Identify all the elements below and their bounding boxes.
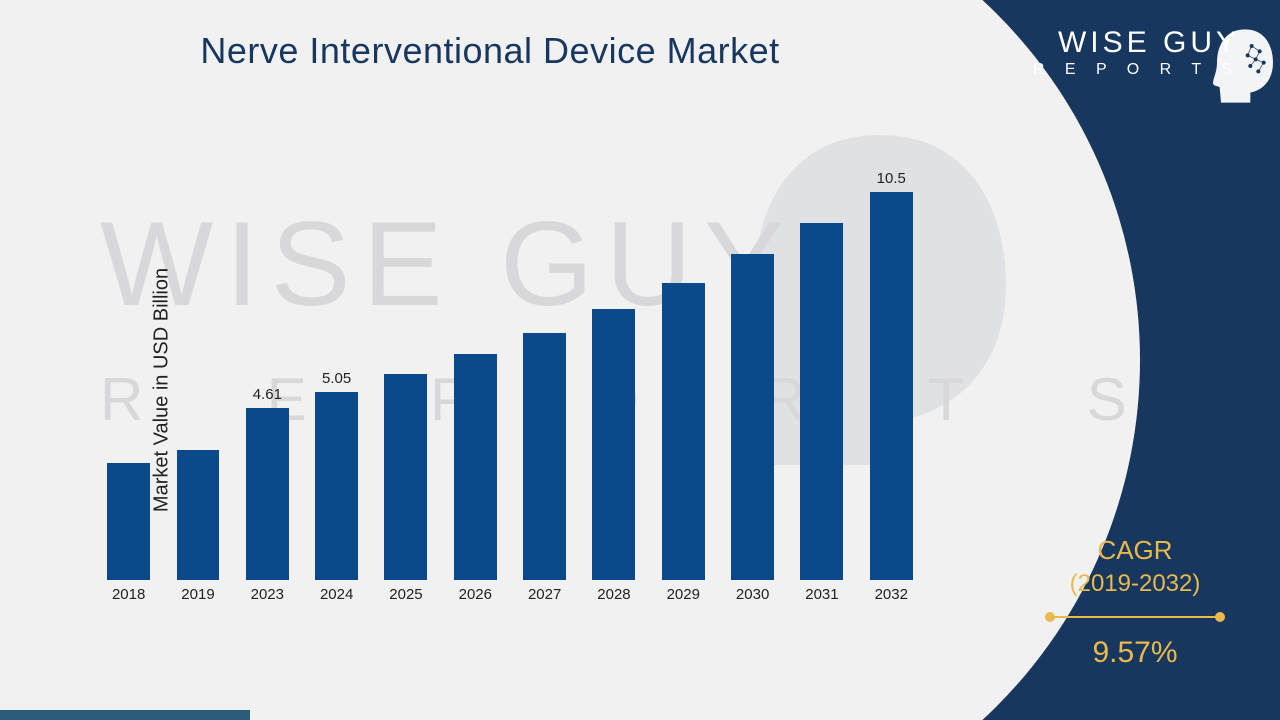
x-tick-label: 2031 (787, 580, 856, 610)
bar (384, 374, 427, 580)
logo-line2: R E P O R T S (1033, 62, 1240, 78)
bar (592, 309, 635, 580)
bar (662, 283, 705, 580)
bar (107, 463, 150, 580)
bar-column (510, 170, 579, 580)
bar-column: 10.5 (857, 170, 926, 580)
bar-column (787, 170, 856, 580)
bar (454, 354, 497, 580)
x-tick-label: 2028 (579, 580, 648, 610)
cagr-range: (2019-2032) (1020, 570, 1250, 598)
bar-column (441, 170, 510, 580)
bars-container: 4.61 5.05 10.5 (90, 170, 930, 580)
bar (177, 450, 220, 580)
cagr-value: 9.57% (1020, 636, 1250, 670)
x-tick-label: 2027 (510, 580, 579, 610)
x-tick-label: 2026 (441, 580, 510, 610)
bar-column (579, 170, 648, 580)
cagr-divider (1050, 616, 1220, 618)
chart-title: Nerve Interventional Device Market (110, 30, 870, 72)
x-tick-label: 2032 (857, 580, 926, 610)
bar (800, 223, 843, 580)
plot-region: 4.61 5.05 10.5 (90, 170, 930, 580)
cagr-title: CAGR (1020, 535, 1250, 566)
x-axis: 2018201920232024202520262027202820292030… (90, 580, 930, 610)
x-tick-label: 2024 (302, 580, 371, 610)
bar (870, 192, 913, 580)
bar-value-label: 4.61 (253, 386, 282, 404)
x-tick-label: 2025 (371, 580, 440, 610)
x-tick-label: 2023 (233, 580, 302, 610)
bar (731, 254, 774, 580)
x-tick-label: 2029 (649, 580, 718, 610)
logo-line1: WISE GUY (1033, 28, 1240, 58)
chart-area: Market Value in USD Billion 4.615.0510.5… (70, 170, 930, 610)
logo-head-icon (1210, 26, 1280, 106)
bottom-accent-bar (0, 710, 250, 720)
bar-value-label: 10.5 (877, 170, 906, 188)
bar-column (94, 170, 163, 580)
x-tick-label: 2018 (94, 580, 163, 610)
bar (315, 392, 358, 580)
bar-column (371, 170, 440, 580)
brand-logo: WISE GUY R E P O R T S (1033, 28, 1240, 78)
bar-column: 5.05 (302, 170, 371, 580)
bar-column (649, 170, 718, 580)
bar-column (163, 170, 232, 580)
bar-column (718, 170, 787, 580)
page-root: WISE GUY R E P O R T S Nerve Intervention… (0, 0, 1280, 720)
x-tick-label: 2030 (718, 580, 787, 610)
bar-value-label: 5.05 (322, 370, 351, 388)
bar-column: 4.61 (233, 170, 302, 580)
cagr-block: CAGR (2019-2032) 9.57% (1020, 535, 1250, 670)
x-tick-label: 2019 (163, 580, 232, 610)
bar (246, 408, 289, 580)
bar (523, 333, 566, 580)
